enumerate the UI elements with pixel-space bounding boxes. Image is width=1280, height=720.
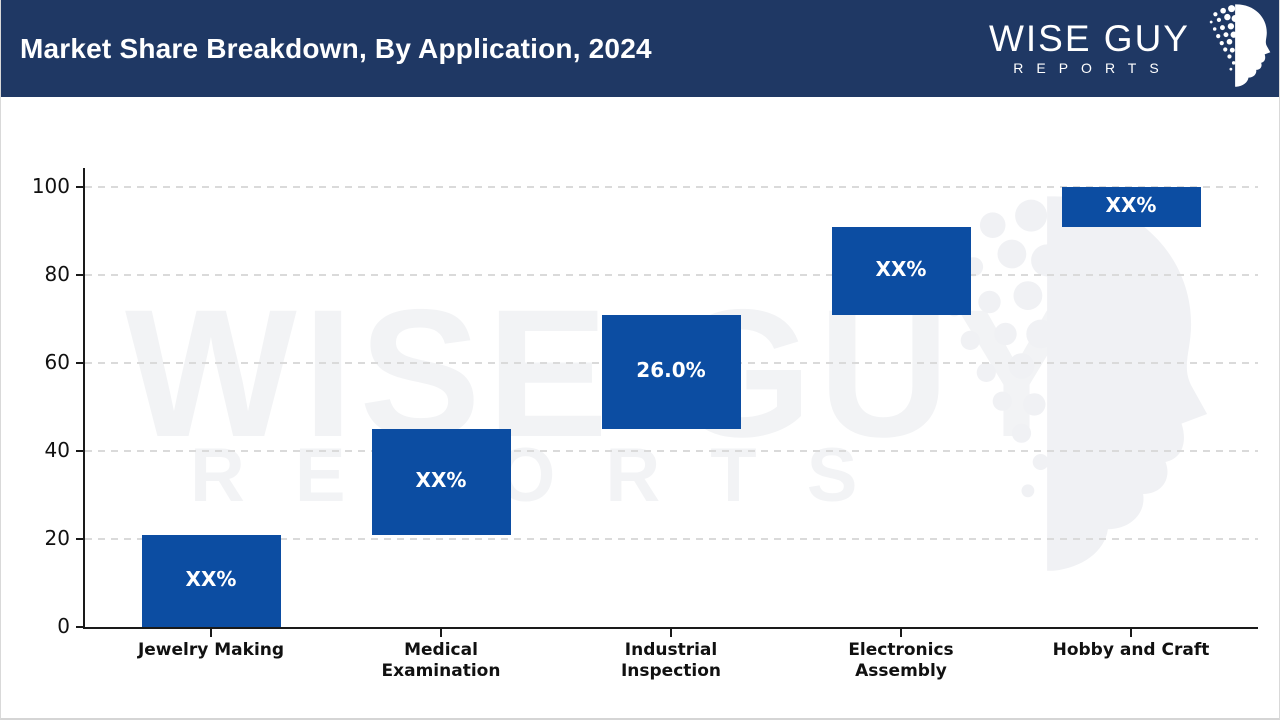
x-tick-label: Medical Examination <box>381 640 501 681</box>
y-tick-label: 60 <box>44 350 70 374</box>
gridline <box>85 186 1258 188</box>
y-axis-line <box>83 168 85 629</box>
logo-text: WISE GUY REPORTS <box>988 18 1190 76</box>
y-tick-label: 80 <box>44 262 70 286</box>
x-tick-mark <box>210 629 212 637</box>
bar <box>141 534 281 627</box>
y-tick-mark <box>76 274 83 276</box>
x-tick-label: Electronics Assembly <box>848 640 954 681</box>
y-tick-mark <box>76 186 83 188</box>
gridline <box>85 274 1258 276</box>
bar-value-label: XX% <box>875 256 927 281</box>
x-tick-mark <box>670 629 672 637</box>
gridline <box>85 538 1258 540</box>
x-tick-label: Jewelry Making <box>137 640 285 660</box>
bar-value-label: XX% <box>415 467 467 492</box>
y-tick-mark <box>76 626 83 628</box>
y-tick-mark <box>76 538 83 540</box>
bar <box>371 429 511 535</box>
x-tick-label: Hobby and Craft <box>1052 640 1210 660</box>
wise-guy-face-icon <box>1194 3 1272 95</box>
y-tick-label: 20 <box>44 526 70 550</box>
x-tick-mark <box>1130 629 1132 637</box>
y-tick-label: 100 <box>31 174 70 198</box>
y-tick-label: 0 <box>57 614 70 638</box>
logo-reports-label: REPORTS <box>1013 60 1172 76</box>
y-tick-mark <box>76 362 83 364</box>
logo-wiseguy-label: WISE GUY <box>988 18 1190 59</box>
x-axis-line <box>83 627 1258 629</box>
page-title: Market Share Breakdown, By Application, … <box>20 32 652 64</box>
y-tick-mark <box>76 450 83 452</box>
gridline <box>85 450 1258 452</box>
bar <box>601 314 741 429</box>
x-tick-mark <box>900 629 902 637</box>
bar-value-label: 26.0% <box>636 357 706 382</box>
bar <box>831 226 971 315</box>
bar-value-label: XX% <box>1105 192 1157 217</box>
x-tick-mark <box>440 629 442 637</box>
header-bar: Market Share Breakdown, By Application, … <box>0 0 1280 97</box>
bar-value-label: XX% <box>185 566 237 591</box>
x-tick-label: Industrial Inspection <box>620 640 722 681</box>
logo: WISE GUY REPORTS <box>989 3 1280 95</box>
y-tick-label: 40 <box>44 438 70 462</box>
